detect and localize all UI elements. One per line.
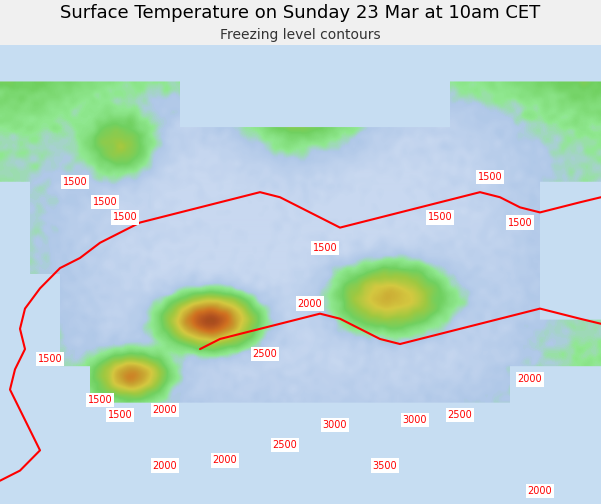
Text: 3000: 3000 xyxy=(323,420,347,430)
Text: Surface Temperature on Sunday 23 Mar at 10am CET: Surface Temperature on Sunday 23 Mar at … xyxy=(60,4,541,22)
Text: 1500: 1500 xyxy=(508,218,532,227)
Text: 1500: 1500 xyxy=(38,354,63,364)
Text: Freezing level contours: Freezing level contours xyxy=(220,28,381,42)
Text: 2500: 2500 xyxy=(448,410,472,420)
Text: 1500: 1500 xyxy=(93,197,117,207)
Text: 1500: 1500 xyxy=(63,177,87,187)
Text: 2500: 2500 xyxy=(252,349,278,359)
Text: 3000: 3000 xyxy=(403,415,427,425)
Text: 1500: 1500 xyxy=(113,213,137,222)
Text: 1500: 1500 xyxy=(478,172,502,182)
Text: 2000: 2000 xyxy=(153,405,177,415)
Text: 1500: 1500 xyxy=(108,410,132,420)
Text: 2000: 2000 xyxy=(517,374,542,385)
Text: 2000: 2000 xyxy=(213,456,237,466)
Text: 1500: 1500 xyxy=(428,213,453,222)
Text: 1500: 1500 xyxy=(313,243,337,253)
Text: 2000: 2000 xyxy=(153,461,177,471)
Text: 2500: 2500 xyxy=(273,440,297,450)
Text: 2000: 2000 xyxy=(528,486,552,496)
Text: 1500: 1500 xyxy=(88,395,112,405)
Text: 2000: 2000 xyxy=(297,298,322,308)
Text: 3500: 3500 xyxy=(373,461,397,471)
